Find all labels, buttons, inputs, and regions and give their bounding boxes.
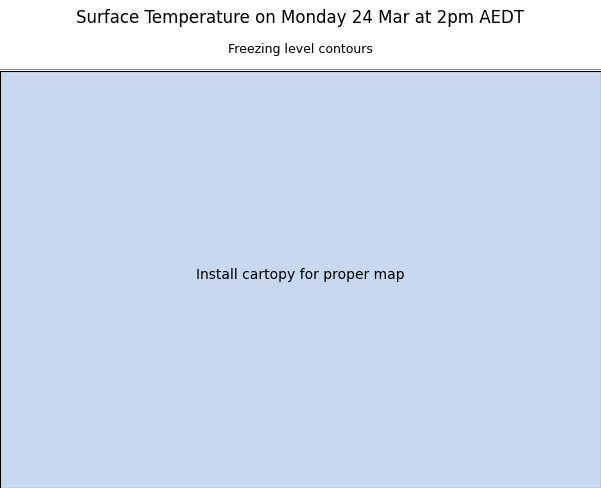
Text: Surface Temperature on Monday 24 Mar at 2pm AEDT: Surface Temperature on Monday 24 Mar at … [76,9,525,27]
Text: Freezing level contours: Freezing level contours [228,43,373,56]
Text: Install cartopy for proper map: Install cartopy for proper map [196,268,405,283]
